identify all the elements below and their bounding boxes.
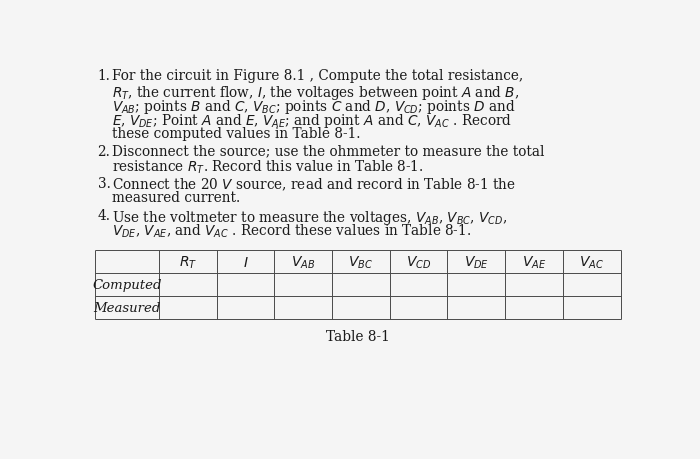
- Text: Disconnect the source; use the ohmmeter to measure the total: Disconnect the source; use the ohmmeter …: [112, 144, 545, 158]
- Text: $V_{AC}$: $V_{AC}$: [580, 254, 604, 270]
- Text: $R_T$, the current flow, $I$, the voltages between point $A$ and $B$,: $R_T$, the current flow, $I$, the voltag…: [112, 84, 519, 101]
- Text: Connect the 20 $V$ source, read and record in Table 8-1 the: Connect the 20 $V$ source, read and reco…: [112, 176, 516, 192]
- Text: For the circuit in Figure 8.1 , Compute the total resistance,: For the circuit in Figure 8.1 , Compute …: [112, 69, 524, 83]
- Text: Computed: Computed: [92, 278, 162, 291]
- Text: resistance $R_T$. Record this value in Table 8-1.: resistance $R_T$. Record this value in T…: [112, 159, 423, 176]
- Text: these computed values in Table 8-1.: these computed values in Table 8-1.: [112, 127, 360, 140]
- Text: $R_T$: $R_T$: [178, 254, 197, 270]
- Text: 3.: 3.: [97, 176, 111, 190]
- Text: Measured: Measured: [93, 301, 161, 314]
- Text: $V_{BC}$: $V_{BC}$: [349, 254, 373, 270]
- Text: Use the voltmeter to measure the voltages, $V_{AB}$, $V_{BC}$, $V_{CD}$,: Use the voltmeter to measure the voltage…: [112, 208, 507, 226]
- Text: $V_{CD}$: $V_{CD}$: [406, 254, 431, 270]
- Text: Table 8-1: Table 8-1: [326, 329, 390, 343]
- Text: 2.: 2.: [97, 144, 111, 158]
- Text: 4.: 4.: [97, 208, 111, 222]
- Text: $V_{AE}$: $V_{AE}$: [522, 254, 546, 270]
- Text: measured current.: measured current.: [112, 190, 241, 205]
- Text: $I$: $I$: [242, 255, 248, 269]
- Text: $V_{DE}$, $V_{AE}$, and $V_{AC}$ . Record these values in Table 8-1.: $V_{DE}$, $V_{AE}$, and $V_{AC}$ . Recor…: [112, 223, 471, 240]
- Text: 1.: 1.: [97, 69, 111, 83]
- Text: $E$, $V_{DE}$; Point $A$ and $E$, $V_{AE}$; and point $A$ and $C$, $V_{AC}$ . Re: $E$, $V_{DE}$; Point $A$ and $E$, $V_{AE…: [112, 112, 512, 130]
- Text: $V_{AB}$: $V_{AB}$: [291, 254, 315, 270]
- Text: $V_{AB}$; points $B$ and $C$, $V_{BC}$; points $C$ and $D$, $V_{CD}$; points $D$: $V_{AB}$; points $B$ and $C$, $V_{BC}$; …: [112, 98, 516, 116]
- Text: $V_{DE}$: $V_{DE}$: [464, 254, 489, 270]
